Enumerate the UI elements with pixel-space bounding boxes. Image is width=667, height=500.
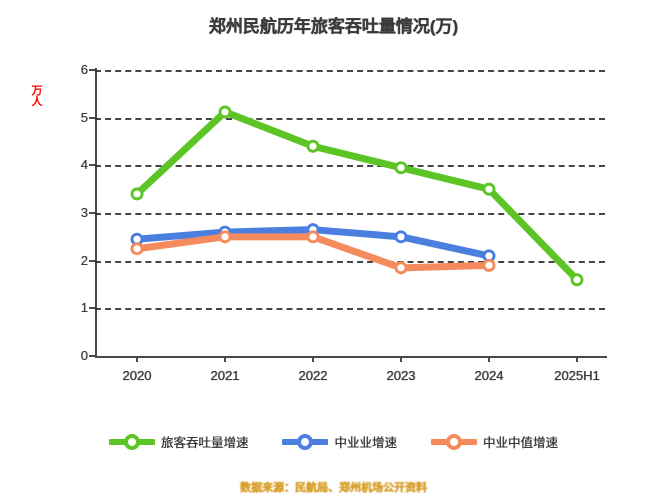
data-point-marker [397,233,405,241]
chart-title: 郑州民航历年旅客吞吐量情况(万) [208,17,459,36]
y-axis-tick-mark [89,259,95,262]
x-axis-line [95,356,607,358]
data-point-marker [221,108,229,116]
data-point-marker [133,245,141,253]
data-point-ring [218,105,232,119]
x-axis-tick-mark [224,356,226,362]
x-axis-tick-mark [400,356,402,362]
legend-item-throughput_growth[interactable]: 旅客吞吐量增速 [108,432,249,451]
legend-dot-icon [123,433,140,450]
data-point-marker [133,235,141,243]
data-point-marker [309,226,317,234]
data-point-marker [309,233,317,241]
x-axis-tick-label: 2023 [386,368,416,383]
legend-label: 中业中值增速 [483,436,559,450]
y-axis-tick-mark [89,69,95,71]
x-axis-tick-mark [136,356,138,362]
data-point-marker [485,252,493,260]
legend-item-series_orange[interactable]: 中业中值增速 [431,432,558,451]
data-point-ring [306,230,320,244]
data-point-marker [485,261,493,270]
legend-item-series_blue[interactable]: 中业业增速 [282,432,397,451]
data-point-ring [394,230,408,244]
data-point-marker [309,142,317,150]
y-axis-tick-label: 0 [80,348,88,363]
x-axis-tick-mark [488,356,490,362]
gridline [95,213,605,215]
data-point-ring [306,139,320,153]
data-point-ring [570,273,584,287]
legend-dot-icon [446,433,462,450]
data-point-marker [573,276,581,284]
y-axis-tick-mark [89,212,95,214]
data-point-ring [394,261,408,275]
legend-marker-icon [108,433,155,450]
series-line [133,108,581,284]
y-axis-tick-label: 1 [80,300,88,316]
y-axis-tick-mark [89,164,95,167]
x-axis-tick-label: 2022 [298,368,328,383]
x-axis-tick-label: 2021 [210,368,240,383]
series-line [133,226,493,260]
data-point-ring [218,230,232,244]
data-point-marker [221,233,229,241]
y-axis-tick-label: 5 [80,109,88,125]
chart-legend: 旅客吞吐量增速 中业业增速 中业中值增速 [0,432,667,451]
data-point-marker [485,185,493,193]
data-point-ring [130,187,144,201]
y-axis-tick-mark [89,307,95,310]
y-axis-tick-label: 2 [80,252,88,268]
data-point-ring [218,225,232,239]
y-axis-unit-label: 万人 [31,85,43,108]
legend-label: 旅客吞吐量增速 [160,436,249,450]
y-axis-tick-label: 6 [80,62,88,77]
data-point-ring [394,161,408,175]
legend-marker-icon [431,433,477,450]
series-line [133,233,493,272]
x-axis-tick-label: 2025H1 [554,368,600,383]
data-point-ring [130,232,144,246]
x-axis-tick-mark [312,356,314,362]
legend-dot-icon [297,433,314,450]
legend-label: 中业业增速 [334,436,397,450]
x-axis-tick-label: 2020 [122,368,152,383]
gridline [95,308,605,311]
source-note: 数据来源：民航局、郑州机场公开资料 [240,482,427,494]
y-axis-tick-mark [89,116,95,119]
data-point-ring [130,242,144,256]
x-axis-tick-label: 2024 [474,368,504,383]
gridline [95,70,605,72]
legend-marker-icon [282,433,329,450]
data-point-marker [221,228,229,236]
gridline [95,165,605,168]
data-point-marker [133,190,141,198]
y-axis-tick-mark [89,355,95,357]
gridline [95,117,605,120]
data-point-ring [482,182,496,196]
data-point-ring [306,223,320,237]
data-point-marker [397,264,405,272]
x-axis-tick-mark [576,356,578,362]
y-axis-tick-label: 3 [80,205,88,220]
gridline [95,260,605,263]
y-axis-tick-label: 4 [80,157,88,173]
